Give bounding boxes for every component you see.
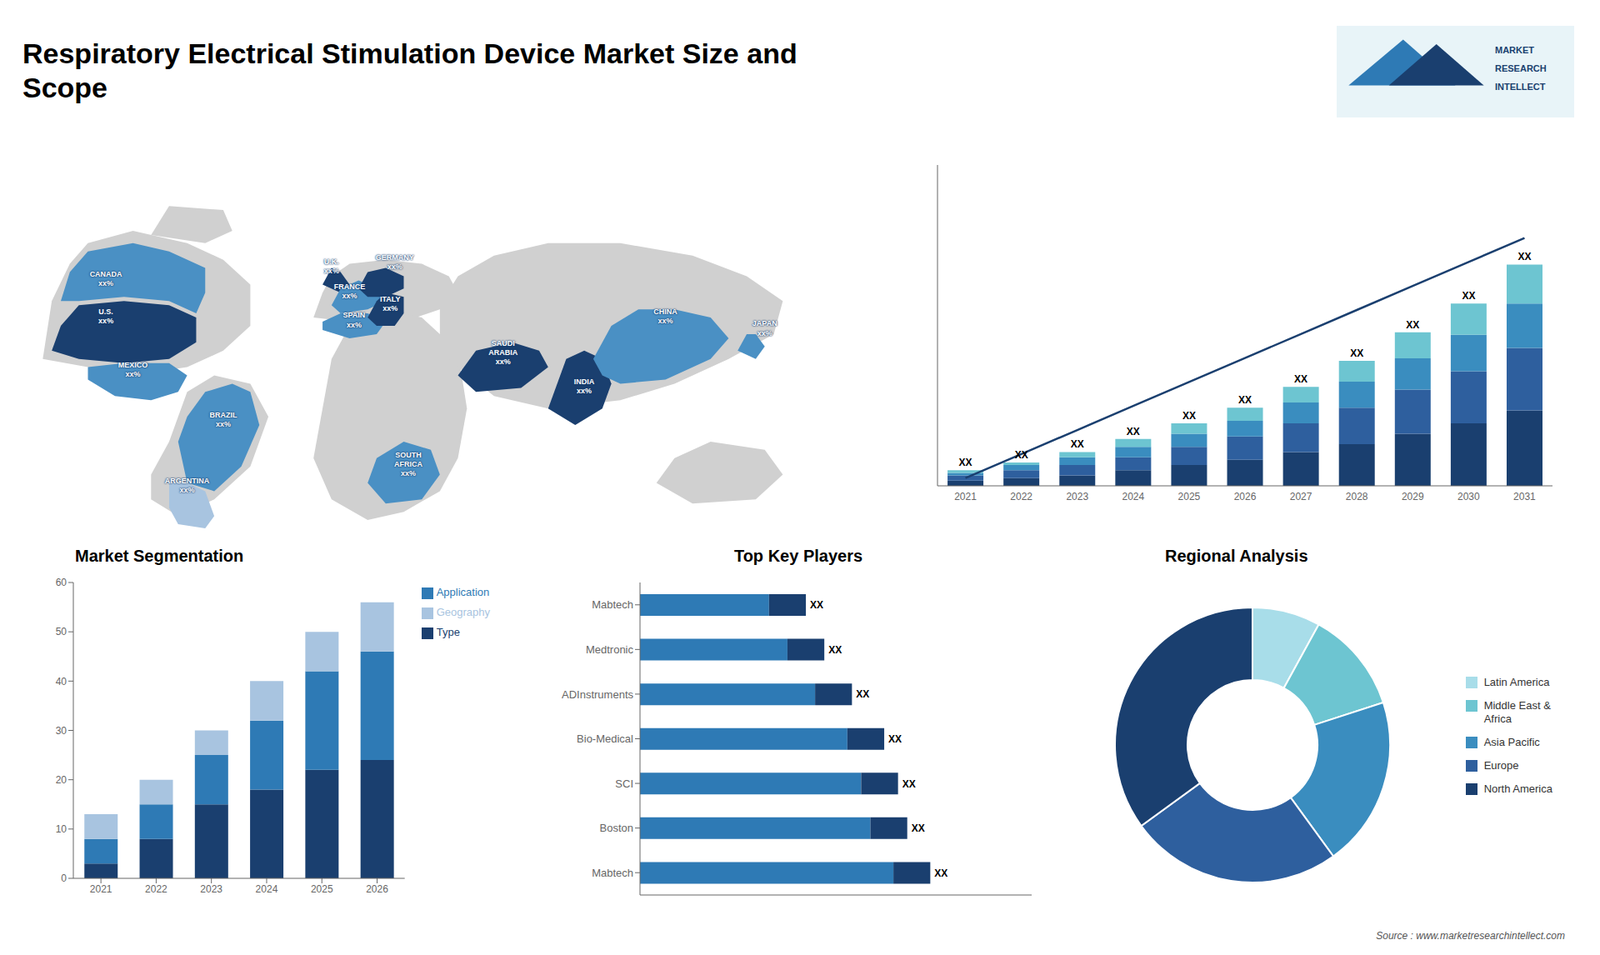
- svg-text:XX: XX: [902, 778, 916, 790]
- svg-text:2021: 2021: [954, 490, 977, 503]
- html-text:SPAIN: SPAIN: [342, 311, 366, 320]
- html-text:ARABIA: ARABIA: [488, 348, 518, 357]
- html-text:GERMANY: GERMANY: [375, 253, 414, 262]
- html-text:ARGENTINA: ARGENTINA: [164, 476, 210, 485]
- svg-text:2029: 2029: [1401, 490, 1425, 503]
- html-text:xx%: xx%: [576, 386, 592, 396]
- html-text:CHINA: CHINA: [653, 307, 678, 316]
- html-text:Africa: Africa: [1483, 712, 1512, 725]
- svg-text:XX: XX: [1182, 410, 1196, 422]
- html-text:MEXICO: MEXICO: [118, 360, 148, 370]
- svg-text:2030: 2030: [1457, 490, 1480, 503]
- html-text:xx%: xx%: [757, 328, 773, 338]
- html-text:Europe: Europe: [1483, 759, 1519, 772]
- svg-text:XX: XX: [828, 644, 842, 656]
- html-text:North America: North America: [1483, 782, 1553, 795]
- svg-text:0: 0: [60, 872, 67, 885]
- html-text:xx%: xx%: [382, 304, 398, 313]
- html-text:CANADA: CANADA: [89, 269, 123, 279]
- svg-text:20: 20: [55, 774, 68, 786]
- svg-text:2022: 2022: [1010, 490, 1033, 503]
- svg-text:2025: 2025: [310, 883, 334, 895]
- svg-text:2024: 2024: [255, 883, 279, 895]
- svg-text:XX: XX: [911, 822, 925, 835]
- html-text:MARKET: MARKET: [1495, 45, 1535, 55]
- html-text:Latin America: Latin America: [1483, 675, 1550, 689]
- html-text:xx%: xx%: [658, 316, 673, 325]
- svg-text:Medtronic: Medtronic: [585, 643, 635, 656]
- svg-text:50: 50: [55, 625, 68, 638]
- html-text:xx%: xx%: [125, 370, 141, 379]
- html-text:INTELLECT: INTELLECT: [1495, 81, 1546, 92]
- svg-text:XX: XX: [810, 599, 824, 611]
- svg-text:10: 10: [55, 823, 68, 835]
- html-text:SOUTH: SOUTH: [395, 450, 422, 459]
- svg-text:60: 60: [55, 576, 68, 589]
- svg-text:XX: XX: [1015, 449, 1029, 461]
- html-text:xx%: xx%: [495, 357, 511, 367]
- svg-text:2024: 2024: [1121, 490, 1145, 503]
- html-text:JAPAN: JAPAN: [752, 319, 778, 328]
- html-text:RESEARCH: RESEARCH: [1495, 63, 1547, 74]
- html-text:Regional Analysis: Regional Analysis: [1165, 546, 1308, 565]
- html-text:Middle East &: Middle East &: [1483, 699, 1551, 712]
- svg-text:Mabtech: Mabtech: [591, 866, 634, 880]
- html-text:Asia Pacific: Asia Pacific: [1483, 735, 1540, 749]
- html-text:Type: Type: [436, 625, 460, 639]
- html-text:xx%: xx%: [179, 485, 195, 495]
- svg-text:XX: XX: [1294, 373, 1308, 385]
- svg-text:2026: 2026: [365, 883, 389, 895]
- html-text:Respiratory Electrical Stimula: Respiratory Electrical Stimulation Devic…: [22, 37, 798, 70]
- html-text:AFRICA: AFRICA: [394, 460, 423, 469]
- svg-text:Bio-Medical: Bio-Medical: [576, 732, 634, 745]
- html-text:xx%: xx%: [342, 291, 358, 300]
- html-text:xx%: xx%: [400, 469, 416, 478]
- svg-text:XX: XX: [1070, 438, 1085, 450]
- svg-text:2028: 2028: [1345, 490, 1369, 503]
- svg-text:XX: XX: [934, 867, 948, 880]
- html-text:Top Key Players: Top Key Players: [734, 546, 863, 565]
- html-text:SAUDI: SAUDI: [491, 339, 515, 348]
- html-text:BRAZIL: BRAZIL: [209, 410, 237, 419]
- html-text:ITALY: ITALY: [380, 294, 401, 303]
- html-text:INDIA: INDIA: [574, 377, 595, 386]
- svg-text:2025: 2025: [1178, 490, 1201, 503]
- html-text:xx%: xx%: [215, 419, 231, 429]
- svg-text:30: 30: [55, 725, 68, 737]
- html-text:xx%: xx%: [346, 320, 362, 329]
- svg-text:2026: 2026: [1234, 490, 1257, 503]
- svg-text:2023: 2023: [200, 883, 223, 895]
- svg-text:SCI: SCI: [615, 777, 634, 790]
- html-text:FRANCE: FRANCE: [334, 282, 366, 291]
- html-text:Market Segmentation: Market Segmentation: [75, 546, 244, 565]
- svg-text:2031: 2031: [1513, 490, 1536, 503]
- html-text:Geography: Geography: [436, 605, 490, 619]
- svg-text:2023: 2023: [1065, 490, 1089, 503]
- svg-text:2027: 2027: [1290, 490, 1313, 503]
- svg-text:XX: XX: [1405, 319, 1420, 331]
- svg-text:XX: XX: [1126, 425, 1140, 438]
- svg-text:ADInstruments: ADInstruments: [561, 688, 634, 701]
- html-text:U.K.: U.K.: [324, 257, 340, 266]
- html-text:xx%: xx%: [324, 266, 340, 276]
- svg-text:XX: XX: [1238, 394, 1252, 406]
- svg-text:2022: 2022: [145, 883, 168, 895]
- html-text:Application: Application: [436, 585, 490, 599]
- svg-text:Mabtech: Mabtech: [591, 598, 634, 611]
- svg-text:XX: XX: [855, 688, 870, 700]
- svg-text:XX: XX: [1461, 290, 1475, 302]
- html-text:Scope: Scope: [22, 71, 108, 104]
- svg-text:2021: 2021: [90, 883, 113, 895]
- html-text:xx%: xx%: [98, 279, 114, 288]
- html-text:Source : www.marketresearchint: Source : www.marketresearchintellect.com: [1376, 930, 1565, 942]
- svg-text:Boston: Boston: [600, 821, 634, 835]
- svg-text:XX: XX: [1517, 250, 1531, 263]
- svg-text:XX: XX: [1350, 347, 1364, 360]
- svg-text:XX: XX: [959, 456, 973, 469]
- html-text:U.S.: U.S.: [98, 307, 114, 316]
- svg-text:XX: XX: [888, 733, 902, 745]
- html-text:xx%: xx%: [387, 262, 403, 272]
- html-text:xx%: xx%: [98, 316, 114, 325]
- svg-text:40: 40: [55, 675, 68, 688]
